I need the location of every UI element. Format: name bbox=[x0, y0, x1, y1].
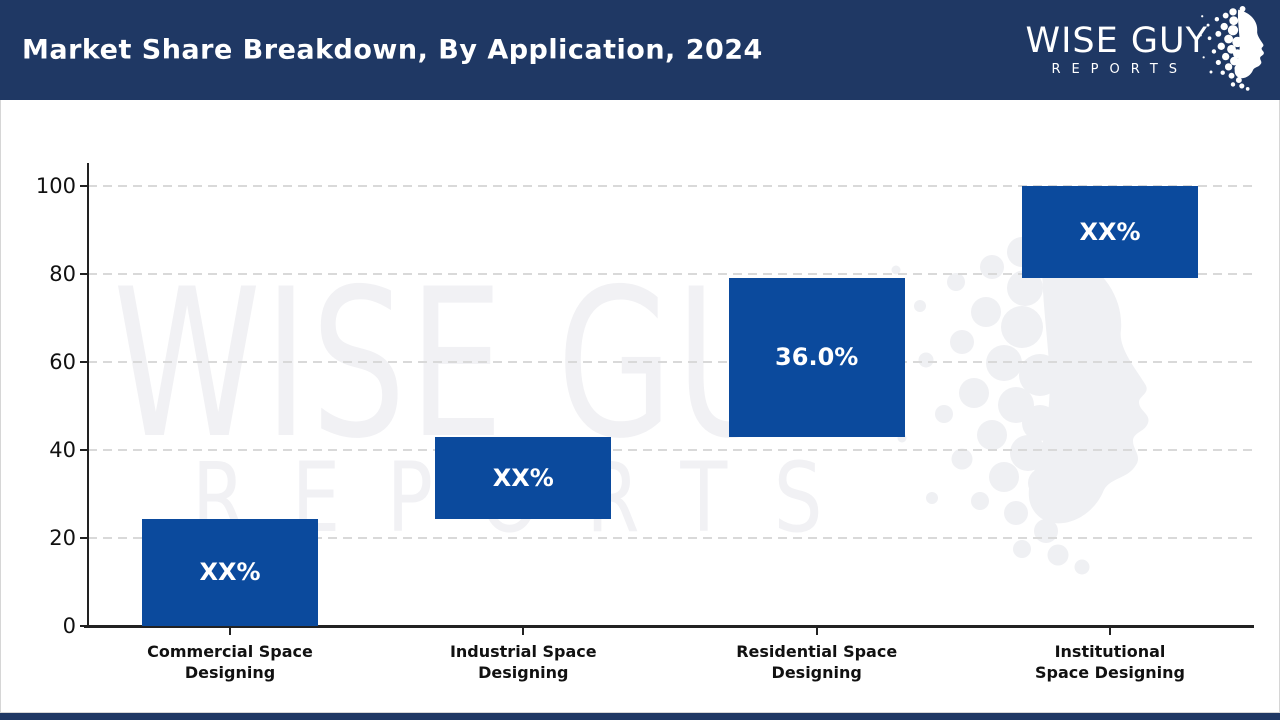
bar bbox=[142, 518, 318, 626]
x-category-label: Industrial Space Designing bbox=[449, 642, 597, 682]
y-tick-label: 100 bbox=[35, 173, 76, 198]
y-tick-mark bbox=[80, 448, 88, 451]
y-tick-label: 40 bbox=[49, 437, 76, 462]
wiseguy-logo-reports: REPORTS bbox=[1051, 62, 1189, 77]
gridline-20 bbox=[88, 536, 1254, 539]
y-tick-label: 0 bbox=[62, 614, 76, 638]
x-category-label: Institutional Space Designing bbox=[1035, 642, 1185, 682]
x-category-label: Residential Space Designing bbox=[736, 642, 898, 682]
y-tick-mark bbox=[80, 360, 88, 363]
y-tick-label: 80 bbox=[49, 261, 76, 286]
gridline-60 bbox=[88, 360, 1254, 363]
y-axis-line bbox=[87, 163, 89, 628]
y-tick-mark bbox=[80, 184, 88, 187]
gridline-100 bbox=[88, 184, 1254, 187]
x-tick-mark bbox=[815, 628, 818, 635]
y-tick-mark bbox=[80, 272, 88, 275]
wiseguy-logo-text: WISE GUY REPORTS bbox=[1025, 21, 1208, 77]
wiseguy-head-icon bbox=[1199, 6, 1264, 91]
gridline-80 bbox=[88, 272, 1254, 275]
y-tick-label: 20 bbox=[49, 525, 76, 550]
bar-value-label: XX% bbox=[199, 558, 261, 587]
x-tick-mark bbox=[1109, 628, 1111, 635]
header-bar: Market Share Breakdown, By Application, … bbox=[0, 0, 1280, 100]
x-category-label: Commercial Space Designing bbox=[147, 642, 313, 682]
x-tick-mark bbox=[229, 628, 231, 635]
wiseguy-logo-wordmark: WISE GUY bbox=[1025, 21, 1208, 61]
y-tick-label: 60 bbox=[49, 349, 76, 374]
chart-title: Market Share Breakdown, By Application, … bbox=[22, 34, 763, 66]
gridline-40 bbox=[88, 448, 1254, 451]
bar-value-label: XX% bbox=[492, 463, 554, 492]
footer-strip bbox=[0, 713, 1280, 720]
x-tick-mark bbox=[522, 628, 525, 635]
bar-value-label: 36.0% bbox=[775, 343, 859, 372]
bar bbox=[728, 278, 905, 437]
wiseguy-logo: WISE GUY REPORTS bbox=[1025, 4, 1274, 96]
x-axis-line bbox=[84, 625, 1254, 628]
bar bbox=[1022, 185, 1198, 278]
bar-value-label: XX% bbox=[1079, 217, 1141, 246]
bar bbox=[435, 436, 612, 519]
y-tick-mark bbox=[80, 536, 88, 539]
